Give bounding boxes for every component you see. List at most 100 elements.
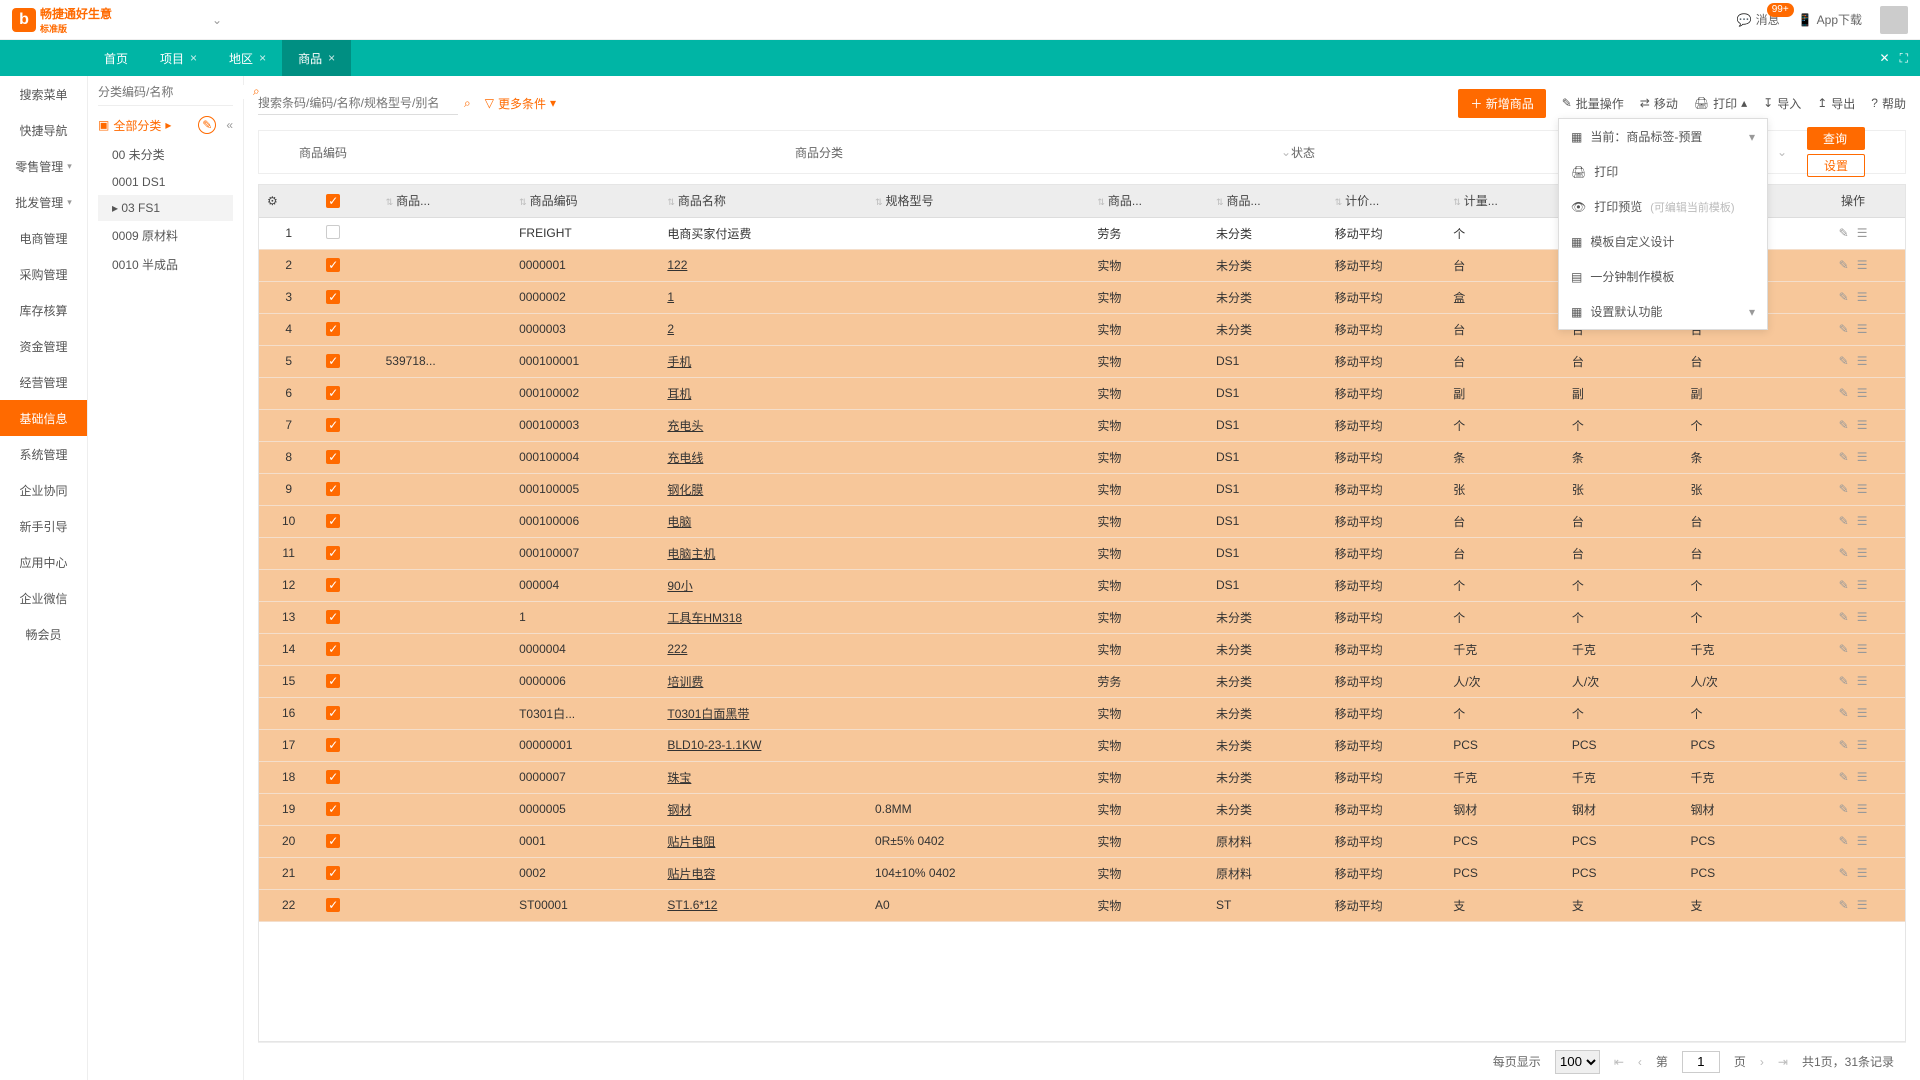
- product-name-link[interactable]: 电脑主机: [667, 547, 715, 561]
- more-icon[interactable]: ☰: [1857, 226, 1868, 240]
- edit-icon[interactable]: ✎: [1839, 322, 1849, 336]
- row-checkbox[interactable]: ✓: [326, 738, 340, 752]
- more-icon[interactable]: ☰: [1857, 706, 1868, 720]
- more-icon[interactable]: ☰: [1857, 578, 1868, 592]
- row-checkbox[interactable]: ✓: [326, 546, 340, 560]
- print-action[interactable]: 🖨打印: [1559, 154, 1767, 189]
- table-row[interactable]: 15✓0000006培训费劳务未分类移动平均人/次人/次人/次✎☰: [259, 665, 1905, 697]
- category-item[interactable]: 00 未分类: [98, 140, 233, 169]
- table-row[interactable]: 14✓0000004222实物未分类移动平均千克千克千克✎☰: [259, 633, 1905, 665]
- row-checkbox[interactable]: ✓: [326, 610, 340, 624]
- category-all[interactable]: ▣ 全部分类 ▸ ✎ «: [98, 116, 233, 134]
- product-name-link[interactable]: 培训费: [667, 675, 703, 689]
- import-button[interactable]: ↧导入: [1763, 95, 1801, 112]
- row-checkbox[interactable]: ✓: [326, 834, 340, 848]
- table-row[interactable]: 12✓00000490小实物DS1移动平均个个个✎☰: [259, 569, 1905, 601]
- product-name-link[interactable]: 钢材: [667, 803, 691, 817]
- nav-item[interactable]: 新手引导: [0, 508, 87, 544]
- print-default-setting[interactable]: ▦设置默认功能▾: [1559, 294, 1767, 329]
- more-icon[interactable]: ☰: [1857, 418, 1868, 432]
- more-icon[interactable]: ☰: [1857, 674, 1868, 688]
- table-row[interactable]: 18✓0000007珠宝实物未分类移动平均千克千克千克✎☰: [259, 761, 1905, 793]
- more-icon[interactable]: ☰: [1857, 610, 1868, 624]
- edit-category-button[interactable]: ✎: [198, 116, 216, 134]
- product-name-link[interactable]: 耳机: [667, 387, 691, 401]
- print-custom-template[interactable]: ▦模板自定义设计: [1559, 224, 1767, 259]
- product-name-link[interactable]: 122: [667, 258, 687, 272]
- table-row[interactable]: 8✓000100004充电线实物DS1移动平均条条条✎☰: [259, 441, 1905, 473]
- row-checkbox[interactable]: ✓: [326, 418, 340, 432]
- print-current-template[interactable]: ▦当前：商品标签-预置▾: [1559, 119, 1767, 154]
- edit-icon[interactable]: ✎: [1839, 482, 1849, 496]
- table-row[interactable]: 13✓1工具车HM318实物未分类移动平均个个个✎☰: [259, 601, 1905, 633]
- more-icon[interactable]: ☰: [1857, 290, 1868, 304]
- product-name-link[interactable]: 充电线: [667, 451, 703, 465]
- org-selector[interactable]: ⌄: [152, 11, 222, 28]
- more-icon[interactable]: ☰: [1857, 354, 1868, 368]
- row-checkbox[interactable]: ✓: [326, 898, 340, 912]
- column-barcode[interactable]: ⇅商品...: [378, 185, 511, 217]
- product-name-link[interactable]: 珠宝: [667, 771, 691, 785]
- table-row[interactable]: 6✓000100002耳机实物DS1移动平均副副副✎☰: [259, 377, 1905, 409]
- more-icon[interactable]: ☰: [1857, 258, 1868, 272]
- tab-地区[interactable]: 地区×: [213, 40, 282, 76]
- prev-page-button[interactable]: ‹: [1638, 1055, 1642, 1069]
- category-item[interactable]: 0001 DS1: [98, 169, 233, 195]
- edit-icon[interactable]: ✎: [1839, 866, 1849, 880]
- product-name-link[interactable]: 手机: [667, 355, 691, 369]
- help-button[interactable]: ?帮助: [1871, 95, 1906, 112]
- more-icon[interactable]: ☰: [1857, 834, 1868, 848]
- table-row[interactable]: 5✓539718...000100001手机实物DS1移动平均台台台✎☰: [259, 345, 1905, 377]
- product-name-link[interactable]: 222: [667, 642, 687, 656]
- row-checkbox[interactable]: ✓: [326, 354, 340, 368]
- column-price[interactable]: ⇅计价...: [1327, 185, 1446, 217]
- edit-icon[interactable]: ✎: [1839, 450, 1849, 464]
- table-row[interactable]: 21✓0002贴片电容104±10% 0402实物原材料移动平均PCSPCSPC…: [259, 857, 1905, 889]
- edit-icon[interactable]: ✎: [1839, 610, 1849, 624]
- row-checkbox[interactable]: ✓: [326, 482, 340, 496]
- table-row[interactable]: 16✓T0301白...T0301白面黑带实物未分类移动平均个个个✎☰: [259, 697, 1905, 729]
- edit-icon[interactable]: ✎: [1839, 290, 1849, 304]
- column-op[interactable]: 操作: [1801, 185, 1905, 217]
- table-row[interactable]: 11✓000100007电脑主机实物DS1移动平均台台台✎☰: [259, 537, 1905, 569]
- edit-icon[interactable]: ✎: [1839, 578, 1849, 592]
- collapse-icon[interactable]: «: [226, 118, 233, 132]
- search-icon[interactable]: ⌕: [464, 96, 471, 111]
- more-icon[interactable]: ☰: [1857, 450, 1868, 464]
- last-page-button[interactable]: ⇥: [1778, 1055, 1788, 1069]
- more-icon[interactable]: ☰: [1857, 642, 1868, 656]
- edit-icon[interactable]: ✎: [1839, 898, 1849, 912]
- tab-首页[interactable]: 首页: [88, 40, 144, 76]
- nav-item[interactable]: 批发管理: [0, 184, 87, 220]
- column-code[interactable]: ⇅商品编码: [511, 185, 659, 217]
- product-name-link[interactable]: 充电头: [667, 419, 703, 433]
- first-page-button[interactable]: ⇤: [1614, 1055, 1624, 1069]
- product-name-link[interactable]: ST1.6*12: [667, 898, 717, 912]
- tab-close-icon[interactable]: ×: [259, 51, 266, 65]
- export-button[interactable]: ↥导出: [1817, 95, 1855, 112]
- nav-item[interactable]: 采购管理: [0, 256, 87, 292]
- product-name-link[interactable]: T0301白面黑带: [667, 707, 749, 721]
- edit-icon[interactable]: ✎: [1839, 418, 1849, 432]
- avatar[interactable]: [1880, 6, 1908, 34]
- column-gear[interactable]: ⚙: [259, 185, 318, 217]
- fullscreen-icon[interactable]: ⛶: [1900, 51, 1908, 66]
- tab-close-icon[interactable]: ×: [328, 51, 335, 65]
- batch-button[interactable]: ✎批量操作: [1562, 95, 1624, 112]
- edit-icon[interactable]: ✎: [1839, 834, 1849, 848]
- filter-code[interactable]: 商品编码: [299, 144, 795, 161]
- add-product-button[interactable]: ＋ 新增商品: [1458, 89, 1545, 118]
- table-row[interactable]: 7✓000100003充电头实物DS1移动平均个个个✎☰: [259, 409, 1905, 441]
- move-button[interactable]: ⇄移动: [1640, 95, 1678, 112]
- edit-icon[interactable]: ✎: [1839, 226, 1849, 240]
- more-conditions-button[interactable]: ▽ 更多条件 ▾: [485, 95, 556, 112]
- nav-item[interactable]: 零售管理: [0, 148, 87, 184]
- table-row[interactable]: 9✓000100005钢化膜实物DS1移动平均张张张✎☰: [259, 473, 1905, 505]
- product-name-link[interactable]: 贴片电阻: [667, 835, 715, 849]
- category-search-input[interactable]: [98, 85, 253, 99]
- nav-item[interactable]: 畅会员: [0, 616, 87, 652]
- nav-item[interactable]: 资金管理: [0, 328, 87, 364]
- product-name-link[interactable]: 电脑: [667, 515, 691, 529]
- product-name-link[interactable]: 贴片电容: [667, 867, 715, 881]
- category-item[interactable]: 0009 原材料: [98, 221, 233, 250]
